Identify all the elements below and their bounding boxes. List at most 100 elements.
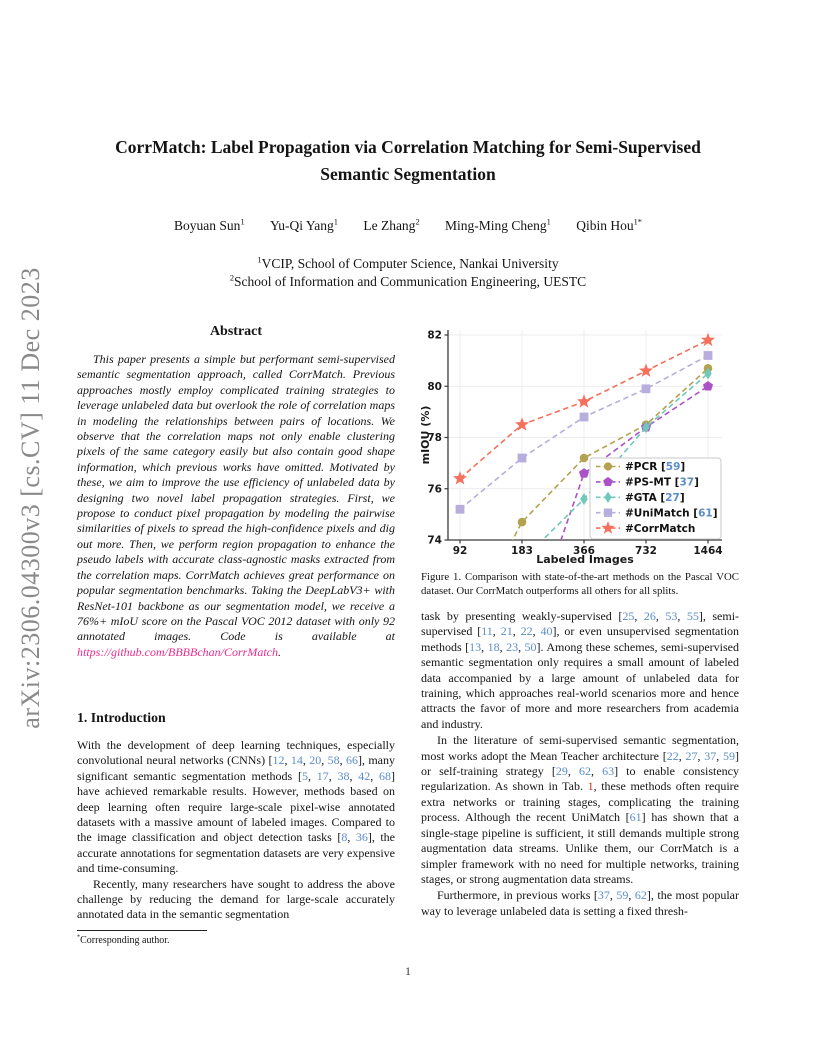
- figure-1: 74 76 78 80 82 92 183 366 732 1464 Labeled Images m…: [419, 322, 739, 566]
- citation-link[interactable]: 37: [704, 748, 717, 763]
- author-name: Yu-Qi Yang: [270, 218, 334, 234]
- citation-link[interactable]: 8: [341, 830, 348, 845]
- citation-link[interactable]: 63: [602, 764, 615, 779]
- citation-link[interactable]: 20: [309, 753, 322, 768]
- author-name: Qibin Hou: [576, 218, 634, 234]
- author-name: Ming-Ming Cheng: [445, 218, 547, 234]
- legend-entry-gta: #GTA [27]: [596, 491, 685, 504]
- series-unimatch: [455, 351, 713, 514]
- svg-text:183: 183: [511, 545, 533, 557]
- citation-link[interactable]: 66: [345, 753, 358, 768]
- intro-paragraph-2: Recently, many researchers have sought t…: [77, 876, 395, 922]
- section-heading-introduction: 1. Introduction: [77, 710, 166, 725]
- author-affmark: 1*: [633, 217, 642, 227]
- citation-link[interactable]: 11: [481, 624, 493, 639]
- citation-link[interactable]: 22: [666, 748, 679, 763]
- citation-link[interactable]: 36: [355, 830, 368, 845]
- citation-link[interactable]: 58: [327, 753, 340, 768]
- citation-link[interactable]: 68: [379, 768, 392, 783]
- citation-link[interactable]: 55: [686, 609, 699, 623]
- citation-link[interactable]: 40: [540, 624, 553, 639]
- citation-link[interactable]: 13: [469, 639, 482, 654]
- affiliation-text: VCIP, School of Computer Science, Nankai…: [261, 256, 559, 272]
- svg-text:92: 92: [453, 545, 468, 557]
- table-ref-link[interactable]: 1: [587, 779, 594, 794]
- figure-1-chart: 74 76 78 80 82 92 183 366 732 1464 Labeled Images m…: [419, 330, 723, 566]
- left-column: Abstract This paper presents a simple bu…: [77, 322, 395, 982]
- author: Boyuan Sun1: [174, 218, 245, 233]
- affiliations: 1VCIP, School of Computer Science, Nanka…: [77, 255, 739, 291]
- citation-link[interactable]: 17: [316, 768, 329, 783]
- citation-link[interactable]: 37: [597, 888, 610, 903]
- paper-header: CorrMatch: Label Propagation via Correla…: [77, 134, 739, 291]
- citation-link[interactable]: 59: [616, 888, 629, 903]
- series-pcr: [511, 364, 713, 540]
- citation-link[interactable]: 59: [723, 748, 736, 763]
- right-column-text: task by presenting weakly-supervised [25…: [421, 609, 739, 919]
- intro-paragraph-1: With the development of deep learning te…: [77, 738, 396, 876]
- svg-text:80: 80: [427, 381, 442, 393]
- citation-link[interactable]: 61: [629, 810, 642, 825]
- svg-text:Labeled Images: Labeled Images: [536, 553, 634, 565]
- author-name: Boyuan Sun: [174, 218, 241, 234]
- affiliation-1: 1VCIP, School of Computer Science, Nanka…: [77, 255, 739, 273]
- legend-entry-pcr: #PCR [59]: [596, 461, 685, 473]
- introduction-text: With the development of deep learning te…: [77, 738, 395, 923]
- footnote: *Corresponding author.: [77, 930, 395, 946]
- svg-text:82: 82: [427, 330, 442, 342]
- author: Le Zhang2: [363, 218, 419, 233]
- citation-link[interactable]: 14: [290, 753, 303, 768]
- svg-text:mIOU (%): mIOU (%): [421, 406, 432, 465]
- citation-link[interactable]: 27: [685, 748, 698, 763]
- legend-entry-corrmatch: #CorrMatch: [596, 521, 695, 535]
- series-corrmatch: [452, 332, 716, 485]
- arxiv-sidebar-stamp: arXiv:2306.04300v3 [cs.CV] 11 Dec 2023: [16, 267, 45, 729]
- footnote-text: Corresponding author.: [80, 935, 170, 946]
- body-paragraph-2: In the literature of semi-supervised sem…: [421, 733, 740, 886]
- citation-link[interactable]: 21: [500, 624, 513, 639]
- citation-link[interactable]: 29: [555, 764, 568, 779]
- svg-text:#UniMatch [61]: #UniMatch [61]: [625, 507, 718, 519]
- citation-link[interactable]: 38: [337, 768, 350, 783]
- svg-text:76: 76: [427, 483, 442, 495]
- author: Ming-Ming Cheng1: [445, 218, 551, 233]
- citation-link[interactable]: 62: [579, 764, 591, 779]
- svg-text:1464: 1464: [693, 545, 722, 557]
- affiliation-text: School of Information and Communication …: [234, 274, 587, 290]
- citation-link[interactable]: 53: [665, 609, 678, 623]
- legend-entry-ps-mt: #PS-MT [37]: [596, 477, 699, 489]
- author-affmark: 1: [333, 217, 338, 227]
- affiliation-marker: 1: [257, 255, 262, 265]
- citation-link[interactable]: 25: [622, 609, 635, 623]
- code-repo-link[interactable]: https://github.com/BBBBchan/CorrMatch: [77, 644, 278, 659]
- svg-text:#PCR [59]: #PCR [59]: [625, 461, 685, 473]
- paper-title: CorrMatch: Label Propagation via Correla…: [115, 137, 701, 185]
- author: Qibin Hou1*: [576, 218, 642, 233]
- right-column: 74 76 78 80 82 92 183 366 732 1464 Labeled Images m…: [419, 322, 739, 982]
- citation-link[interactable]: 42: [358, 768, 371, 783]
- author-affmark: 1: [546, 217, 551, 227]
- svg-text:78: 78: [427, 432, 442, 444]
- author-affmark: 1: [240, 217, 245, 227]
- citation-link[interactable]: 26: [643, 609, 656, 623]
- affiliation-2: 2School of Information and Communication…: [77, 273, 739, 291]
- footnote-marker: *: [77, 933, 81, 941]
- author-name: Le Zhang: [363, 218, 416, 234]
- body-paragraph-1: task by presenting weakly-supervised [25…: [421, 609, 740, 731]
- page-number: 1: [405, 966, 411, 978]
- citation-link[interactable]: 50: [524, 639, 537, 654]
- body-paragraph-3: Furthermore, in previous works [37, 59, …: [421, 888, 739, 918]
- citation-link[interactable]: 5: [301, 768, 308, 783]
- footnote-rule: [77, 930, 207, 931]
- legend-entry-unimatch: #UniMatch [61]: [596, 507, 718, 519]
- author-affmark: 2: [415, 217, 420, 227]
- citation-link[interactable]: 22: [520, 624, 533, 639]
- citation-link[interactable]: 62: [634, 888, 647, 903]
- citation-link[interactable]: 23: [506, 639, 519, 654]
- citation-link[interactable]: 18: [487, 639, 500, 654]
- svg-text:74: 74: [427, 535, 442, 547]
- abstract-body: This paper presents a simple but perform…: [77, 352, 395, 659]
- citation-link[interactable]: 12: [272, 753, 285, 768]
- figure-1-caption: Figure 1. Comparison with state-of-the-a…: [421, 571, 739, 597]
- svg-text:#GTA [27]: #GTA [27]: [625, 492, 685, 504]
